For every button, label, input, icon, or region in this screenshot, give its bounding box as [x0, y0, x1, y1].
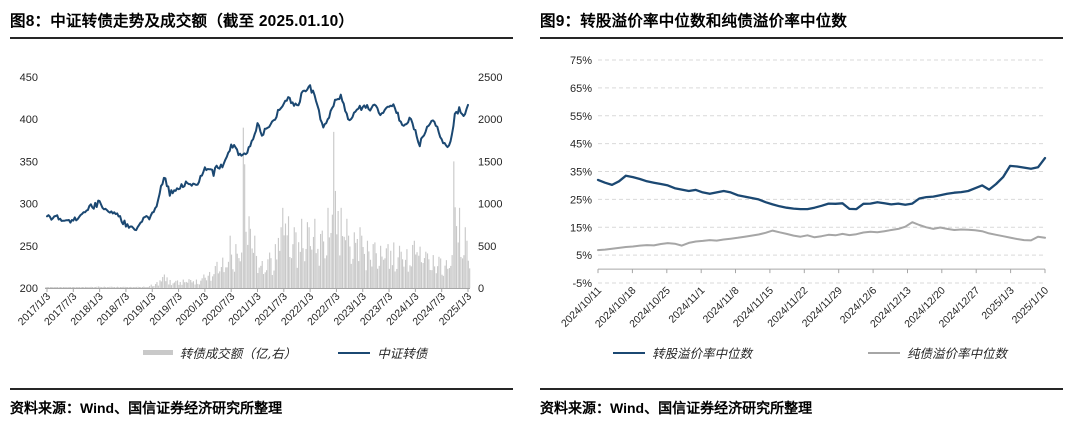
- volume-bar-swatch-icon: [142, 350, 173, 355]
- volume-bars: [45, 127, 471, 288]
- x-axis: [45, 288, 470, 292]
- figure9-legend-purebond-label: 纯债溢价率中位数: [907, 346, 1008, 361]
- svg-text:0: 0: [478, 283, 484, 295]
- pure-bond-premium-line: [597, 221, 1046, 252]
- conversion-premium-line: [596, 156, 1047, 211]
- svg-text:55%: 55%: [570, 111, 592, 123]
- svg-text:1000: 1000: [478, 199, 502, 211]
- svg-text:-5%: -5%: [572, 278, 592, 290]
- figure8-legend-volume-label: 转债成交额（亿,右）: [179, 346, 297, 361]
- figure9-title: 图9：转股溢价率中位数和纯债溢价率中位数: [540, 13, 848, 30]
- gridlines: [598, 59, 1045, 284]
- pure-bond-premium-line-swatch-icon: [868, 351, 900, 354]
- svg-text:1500: 1500: [478, 156, 502, 168]
- svg-text:250: 250: [20, 241, 38, 253]
- figure9-legend-conversion-label: 转股溢价率中位数: [651, 346, 752, 361]
- figure8-legend-index: 中证转债: [338, 343, 427, 362]
- figure8-title: 图8：中证转债走势及成交额（截至 2025.01.10）: [10, 13, 355, 30]
- svg-text:45%: 45%: [570, 139, 592, 151]
- right-axis-labels: 2500 2000 1500 1000 500 0: [478, 72, 502, 295]
- svg-text:200: 200: [20, 283, 38, 295]
- svg-text:500: 500: [478, 241, 496, 253]
- figure8-panel: 图8：中证转债走势及成交额（截至 2025.01.10） 450 400 350 30…: [0, 13, 540, 416]
- figure9-source-rule: [540, 388, 1063, 390]
- y-axis-labels: 75% 65% 55% 45% 35% 25% 15% 5% -5%: [570, 55, 592, 290]
- svg-text:2000: 2000: [478, 114, 502, 126]
- figure8-source: 资料来源：Wind、国信证券经济研究所整理: [10, 400, 283, 416]
- svg-text:450: 450: [20, 72, 38, 84]
- index-line-swatch-icon: [338, 351, 371, 354]
- figure9-panel: 图9：转股溢价率中位数和纯债溢价率中位数 75% 65% 55% 45% 35% 25% 1…: [540, 0, 1080, 430]
- x-axis-labels: 2017/1/32017/7/32018/1/32018/7/32019/1/3…: [16, 291, 474, 328]
- figure9-legend-conversion: 转股溢价率中位数: [612, 343, 752, 362]
- conversion-premium-line-swatch-icon: [612, 351, 645, 354]
- svg-text:350: 350: [20, 156, 38, 168]
- svg-text:300: 300: [20, 199, 38, 211]
- svg-text:75%: 75%: [570, 55, 592, 67]
- svg-text:2500: 2500: [478, 72, 502, 84]
- left-axis-labels: 450 400 350 300 250 200: [20, 72, 38, 295]
- x-axis: [597, 268, 1046, 274]
- figure9-legend-purebond: 纯债溢价率中位数: [868, 343, 1007, 362]
- figure8-source-rule: [10, 388, 513, 390]
- svg-text:25%: 25%: [570, 194, 592, 206]
- figure9-source: 资料来源：Wind、国信证券经济研究所整理: [540, 400, 813, 416]
- svg-text:5%: 5%: [576, 250, 592, 262]
- figure9-title-rule: [540, 37, 1063, 39]
- svg-text:35%: 35%: [570, 167, 592, 179]
- figure8-legend: 转债成交额（亿,右） 中证转债: [0, 343, 540, 362]
- figure8-chart: 450 400 350 300 250 200 2500 2000 1500 1000 500 0 20…: [16, 72, 503, 328]
- figure9-chart: 75% 65% 55% 45% 35% 25% 15% 5% -5%2024/10/112024…: [559, 55, 1051, 331]
- csi-convertible-bond-line: [46, 84, 469, 232]
- svg-text:65%: 65%: [570, 83, 592, 95]
- figure8-legend-volume: 转债成交额（亿,右）: [142, 343, 297, 362]
- svg-text:400: 400: [20, 114, 38, 126]
- figure9-legend: 转股溢价率中位数 纯债溢价率中位数: [540, 343, 1080, 362]
- svg-text:15%: 15%: [570, 222, 592, 234]
- svg-text:2024/11/1: 2024/11/1: [666, 285, 707, 326]
- figure8-title-rule: [10, 37, 513, 39]
- figure8-legend-index-label: 中证转债: [377, 346, 428, 361]
- x-axis-labels: 2024/10/112024/10/182024/10/252024/11/12…: [559, 285, 1051, 331]
- svg-text:2025/1/10: 2025/1/10: [1010, 285, 1052, 327]
